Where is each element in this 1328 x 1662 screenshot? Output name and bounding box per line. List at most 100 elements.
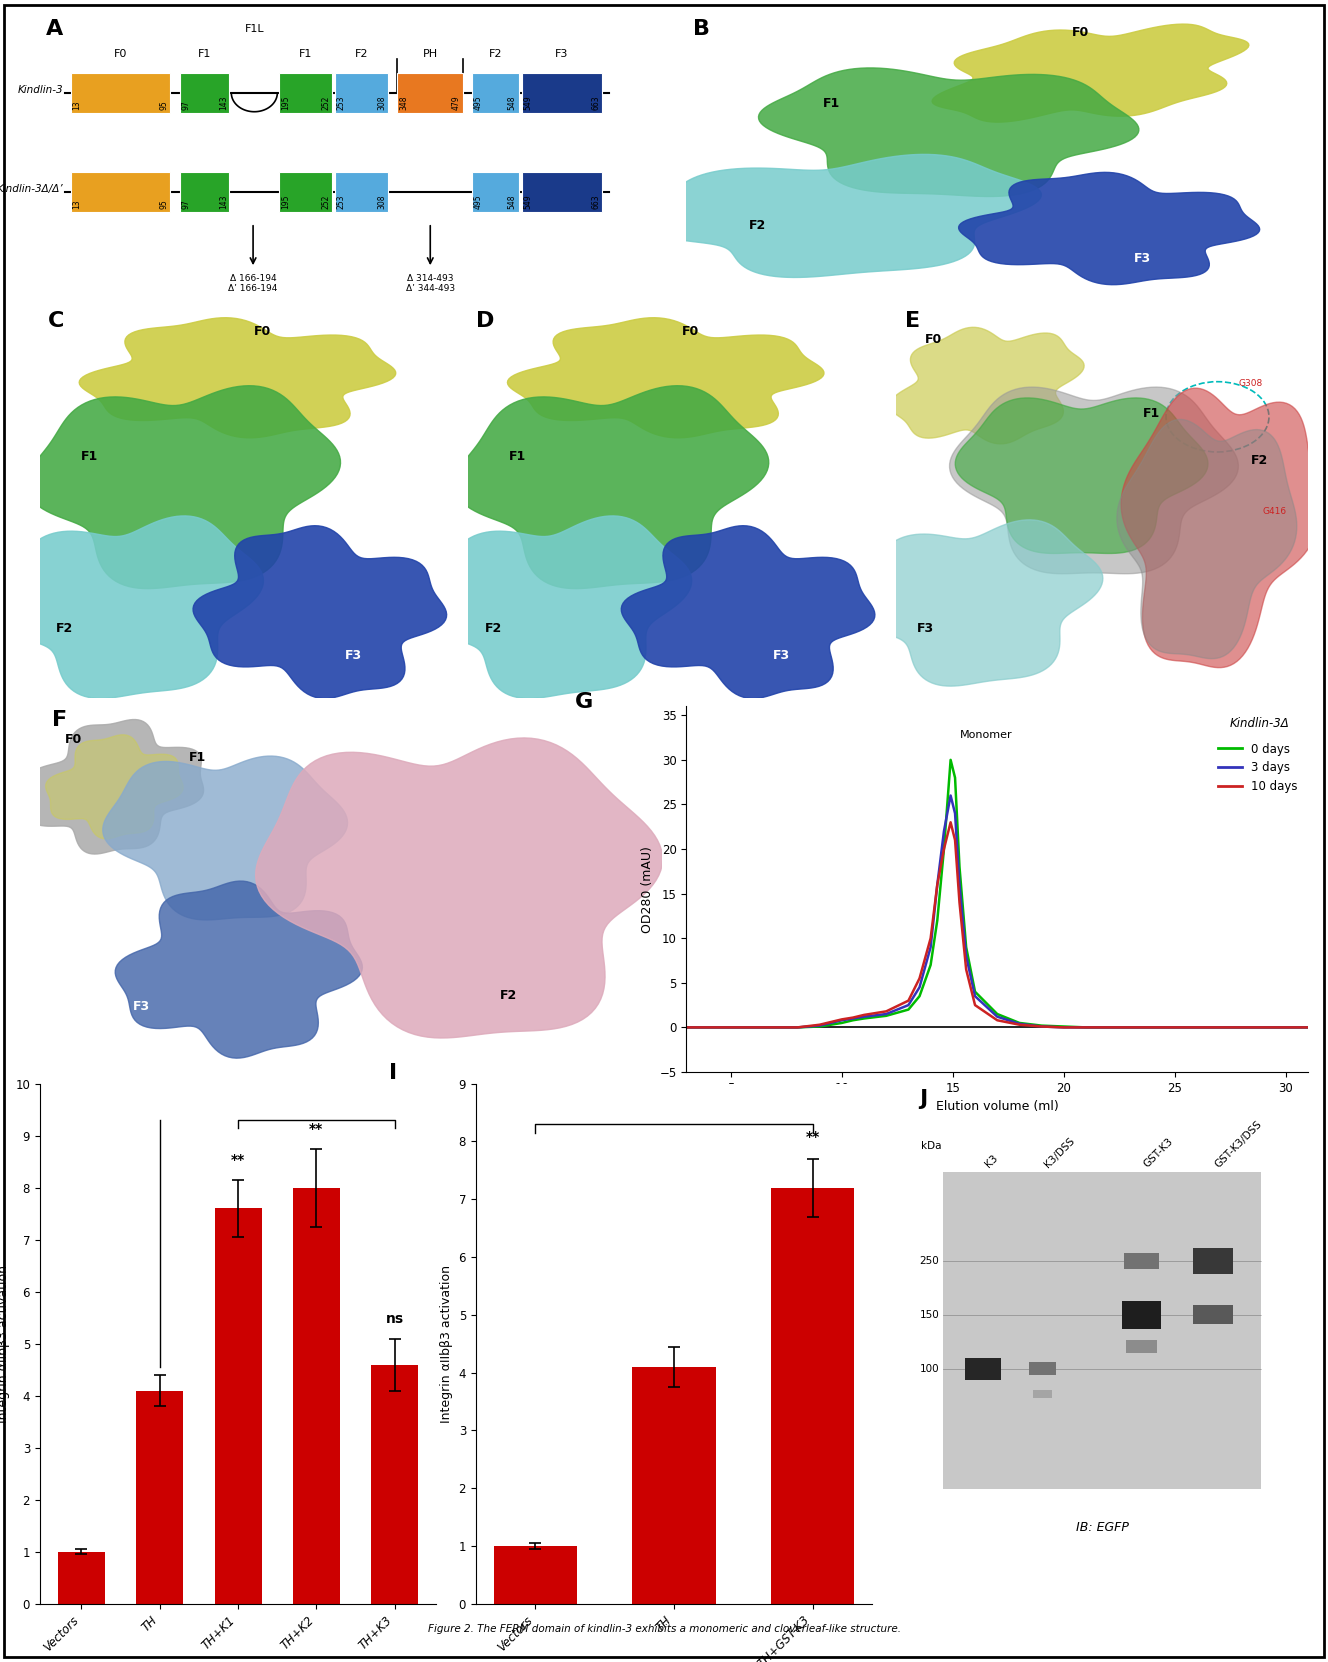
Polygon shape (955, 397, 1208, 553)
0 days (911, 986, 927, 1006)
3 days (1122, 1017, 1138, 1037)
Polygon shape (1121, 389, 1319, 668)
Text: F: F (52, 710, 68, 730)
Polygon shape (454, 386, 769, 588)
FancyBboxPatch shape (965, 1358, 1001, 1379)
Legend: 0 days, 3 days, 10 days: 0 days, 3 days, 10 days (1214, 738, 1303, 798)
Polygon shape (193, 525, 446, 698)
10 days (811, 1015, 827, 1035)
3 days (989, 1007, 1005, 1027)
3 days (952, 874, 968, 894)
3 days (679, 1017, 695, 1037)
Polygon shape (758, 68, 1139, 196)
Bar (371, 1365, 418, 1604)
Text: F3: F3 (133, 1001, 150, 1012)
Bar (494, 1546, 576, 1604)
Polygon shape (853, 520, 1102, 686)
Text: Figure 2. The FERM domain of kindlin-3 exhibits a monomeric and cloverleaf-like : Figure 2. The FERM domain of kindlin-3 e… (428, 1624, 900, 1634)
Text: J: J (920, 1089, 928, 1109)
0 days (947, 768, 963, 788)
Text: 195: 195 (282, 95, 290, 110)
10 days (989, 1010, 1005, 1030)
Text: K3: K3 (983, 1153, 1000, 1170)
0 days (1078, 1017, 1094, 1037)
3 days (1056, 1017, 1072, 1037)
10 days (1300, 1017, 1316, 1037)
3 days (768, 1017, 784, 1037)
3 days (1033, 1017, 1049, 1037)
Text: F2: F2 (485, 622, 502, 635)
0 days (1300, 1017, 1316, 1037)
3 days (900, 996, 916, 1015)
Text: K3/DSS: K3/DSS (1042, 1135, 1077, 1170)
10 days (768, 1017, 784, 1037)
Text: D: D (477, 311, 495, 331)
Text: **: ** (231, 1153, 246, 1167)
Text: F1: F1 (198, 48, 211, 60)
0 days (768, 1017, 784, 1037)
Polygon shape (25, 386, 340, 588)
3 days (1012, 1014, 1028, 1034)
Polygon shape (950, 387, 1239, 573)
Text: G: G (575, 691, 592, 711)
Bar (772, 1188, 854, 1604)
Text: 13: 13 (73, 100, 81, 110)
Text: F0: F0 (683, 324, 700, 337)
Text: F3: F3 (555, 48, 568, 60)
Text: F2: F2 (1251, 454, 1268, 467)
Text: 252: 252 (321, 194, 331, 209)
Text: F3: F3 (1134, 253, 1151, 266)
Text: 95: 95 (159, 199, 169, 209)
Text: **: ** (805, 1130, 819, 1145)
Text: F1: F1 (189, 751, 206, 765)
0 days (845, 1010, 861, 1030)
Text: 348: 348 (398, 95, 408, 110)
Text: F1L: F1L (244, 23, 264, 33)
Polygon shape (637, 155, 1041, 278)
Text: Kindlin-3: Kindlin-3 (17, 85, 64, 95)
X-axis label: Elution volume (ml): Elution volume (ml) (936, 1100, 1058, 1114)
Text: 495: 495 (474, 95, 482, 110)
Text: F3: F3 (916, 622, 934, 635)
FancyBboxPatch shape (279, 73, 332, 113)
0 days (952, 858, 968, 878)
3 days (811, 1015, 827, 1035)
10 days (947, 829, 963, 849)
Polygon shape (424, 515, 692, 698)
10 days (936, 839, 952, 859)
FancyBboxPatch shape (1122, 1301, 1162, 1330)
Text: 253: 253 (337, 194, 345, 209)
Y-axis label: Integrin αIIbβ3 activation: Integrin αIIbβ3 activation (440, 1265, 453, 1423)
3 days (911, 977, 927, 997)
3 days (947, 803, 963, 823)
Text: 548: 548 (507, 95, 517, 110)
FancyBboxPatch shape (335, 73, 388, 113)
0 days (789, 1017, 805, 1037)
Bar (137, 1391, 183, 1604)
0 days (989, 1004, 1005, 1024)
Polygon shape (256, 738, 663, 1039)
FancyBboxPatch shape (179, 173, 230, 211)
FancyBboxPatch shape (1123, 1253, 1159, 1268)
Text: PH: PH (422, 48, 437, 60)
Text: Kindlin-3Δ/Δ’: Kindlin-3Δ/Δ’ (0, 184, 64, 194)
Text: 479: 479 (452, 95, 461, 110)
0 days (857, 1009, 872, 1029)
10 days (959, 959, 975, 979)
10 days (1012, 1015, 1028, 1035)
Text: G308: G308 (1238, 379, 1263, 387)
10 days (823, 1012, 839, 1032)
Polygon shape (932, 25, 1248, 121)
10 days (834, 1009, 850, 1029)
Text: F0: F0 (254, 324, 271, 337)
10 days (923, 929, 939, 949)
Text: F0: F0 (114, 48, 127, 60)
FancyBboxPatch shape (70, 73, 170, 113)
0 days (823, 1015, 839, 1035)
FancyBboxPatch shape (522, 73, 603, 113)
0 days (900, 999, 916, 1019)
Polygon shape (0, 515, 263, 698)
Text: B: B (693, 20, 709, 40)
3 days (943, 786, 959, 806)
Text: F0: F0 (1072, 27, 1089, 40)
